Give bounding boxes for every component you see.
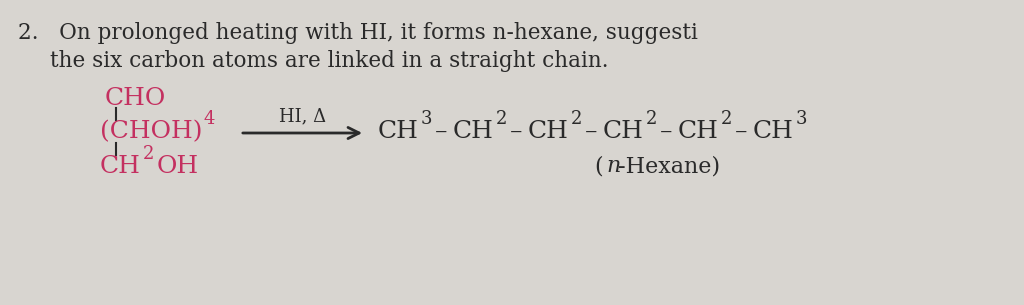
Text: CHO: CHO	[105, 87, 166, 110]
Text: OH: OH	[157, 155, 199, 178]
Text: HI, Δ: HI, Δ	[279, 107, 326, 125]
Text: 2: 2	[721, 110, 732, 128]
Text: the six carbon atoms are linked in a straight chain.: the six carbon atoms are linked in a str…	[50, 50, 608, 72]
Text: –: –	[735, 120, 748, 143]
Text: (CHOH): (CHOH)	[100, 120, 203, 143]
Text: CH: CH	[753, 120, 794, 143]
Text: n: n	[606, 155, 621, 177]
Text: 3: 3	[421, 110, 432, 128]
Text: 2: 2	[143, 145, 155, 163]
Text: CH: CH	[528, 120, 569, 143]
Text: CH: CH	[603, 120, 644, 143]
Text: CH: CH	[100, 155, 141, 178]
Text: 2: 2	[646, 110, 657, 128]
Text: 2: 2	[571, 110, 583, 128]
Text: 2.   On prolonged heating with HI, it forms n-hexane, suggesti: 2. On prolonged heating with HI, it form…	[18, 22, 698, 44]
Text: 4: 4	[203, 110, 214, 128]
Text: CH: CH	[678, 120, 719, 143]
Text: –: –	[585, 120, 597, 143]
Text: –: –	[435, 120, 447, 143]
Text: –: –	[660, 120, 673, 143]
Text: (: (	[594, 155, 603, 177]
Text: -Hexane): -Hexane)	[618, 155, 720, 177]
Text: 3: 3	[796, 110, 808, 128]
Text: 2: 2	[496, 110, 507, 128]
Text: –: –	[510, 120, 522, 143]
Text: CH: CH	[453, 120, 494, 143]
Text: CH: CH	[378, 120, 419, 143]
